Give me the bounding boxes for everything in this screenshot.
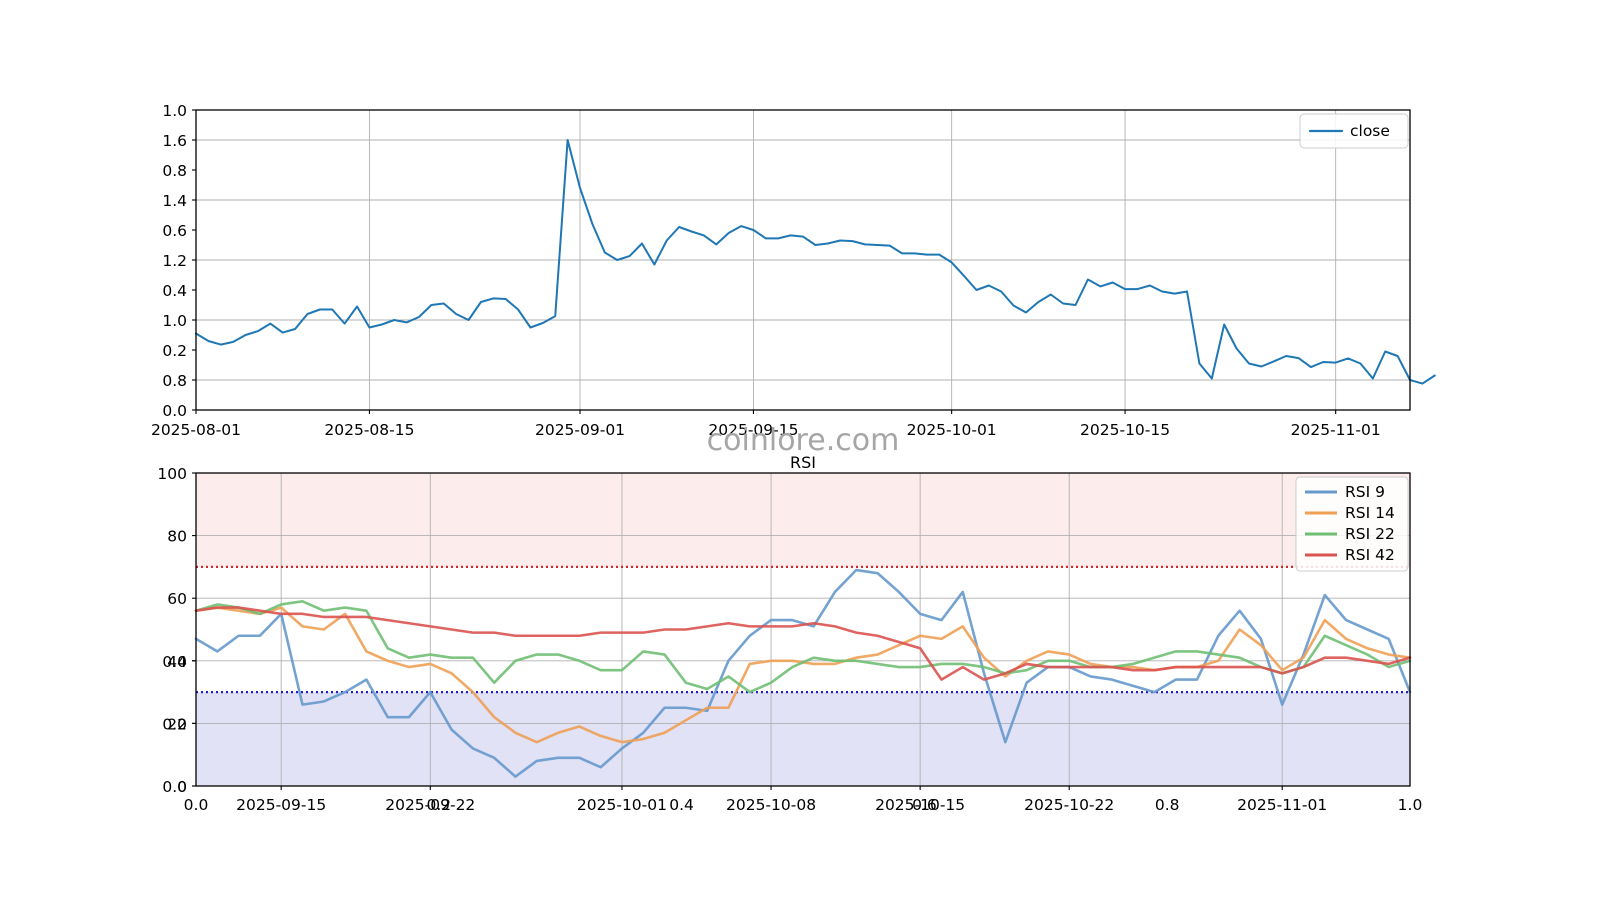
rsi-gridlines bbox=[196, 472, 1410, 787]
rsi-x-axis-overlay-ticks: 0.0 0.2 0.4 0.6 0.8 1.0 bbox=[184, 796, 1423, 814]
rsi-x-axis-ticks: 2025-09-15 2025-09-22 2025-10-01 2025-10-08… bbox=[236, 786, 1327, 814]
rsi-y-axis-overlay-ticks: 0.4 0.2 0.0 bbox=[162, 653, 196, 796]
rsi-legend-label-rsi-22: RSI 22 bbox=[1345, 525, 1395, 543]
price-y-overlay-tick-label: 0.0 bbox=[162, 402, 187, 420]
price-x-tick-label: 2025-08-01 bbox=[151, 421, 241, 439]
price-x-tick-label: 2025-08-15 bbox=[324, 421, 414, 439]
price-y-tick-label: 1.0 bbox=[162, 312, 187, 330]
price-y-overlay-tick-label: 0.6 bbox=[162, 222, 187, 240]
price-legend[interactable]: close bbox=[1299, 113, 1409, 149]
price-y-axis-overlay-ticks: 1.0 0.8 0.6 0.4 0.2 0.0 bbox=[162, 102, 196, 420]
rsi-line-rsi-42 bbox=[194, 606, 1412, 681]
price-x-tick-label: 2025-10-01 bbox=[907, 421, 997, 439]
rsi-y-tick-label: 40 bbox=[167, 653, 187, 671]
rsi-y-overlay-tick-label: 0.2 bbox=[162, 715, 187, 733]
rsi-x-overlay-tick-label: 0.6 bbox=[912, 796, 937, 814]
rsi-x-tick-label: 2025-11-01 bbox=[1237, 796, 1327, 814]
coinlore-watermark: coinlore.com bbox=[707, 423, 900, 458]
rsi-legend-box[interactable] bbox=[1295, 476, 1409, 572]
rsi-threshold-lines bbox=[196, 565, 1410, 694]
rsi-band-oversold bbox=[196, 692, 1410, 786]
rsi-x-tick-label: 2025-10-08 bbox=[726, 796, 816, 814]
rsi-y-tick-label: 0 bbox=[177, 778, 187, 796]
rsi-x-tick-label: 2025-09-22 bbox=[385, 796, 475, 814]
rsi-legend[interactable]: RSI 9 RSI 14 RSI 22 RSI 42 bbox=[1295, 476, 1409, 572]
rsi-y-overlay-tick-label: 0.0 bbox=[162, 778, 187, 796]
price-y-overlay-tick-label: 1.0 bbox=[162, 102, 187, 120]
price-y-tick-label: 1.2 bbox=[162, 252, 187, 270]
rsi-axes-rect bbox=[195, 472, 1411, 787]
rsi-x-tick-label: 2025-10-22 bbox=[1024, 796, 1114, 814]
rsi-line-rsi-9 bbox=[194, 568, 1412, 778]
rsi-x-overlay-tick-label: 0.2 bbox=[426, 796, 451, 814]
rsi-line-rsi-22 bbox=[194, 600, 1412, 694]
rsi-legend-label-rsi-9: RSI 9 bbox=[1345, 483, 1385, 501]
rsi-x-tick-label: 2025-10-15 bbox=[875, 796, 965, 814]
rsi-x-tick-label: 2025-09-15 bbox=[236, 796, 326, 814]
rsi-x-overlay-tick-label: 0.4 bbox=[669, 796, 694, 814]
price-y-tick-label: 1.4 bbox=[162, 192, 187, 210]
price-gridlines bbox=[195, 110, 1410, 410]
price-y-overlay-tick-label: 0.4 bbox=[162, 282, 187, 300]
rsi-y-overlay-tick-label: 0.4 bbox=[162, 653, 187, 671]
price-chart-panel: 1.6 1.4 1.2 1.0 0.8 1.0 0.8 0.6 0.4 0.2 0.0 2025-… bbox=[151, 102, 1436, 439]
price-x-tick-label: 2025-09-15 bbox=[708, 421, 798, 439]
rsi-y-axis-ticks: 100 80 60 40 20 0 bbox=[157, 465, 196, 796]
rsi-y-tick-label: 60 bbox=[167, 590, 187, 608]
price-y-overlay-tick-label: 0.8 bbox=[162, 162, 187, 180]
price-y-axis-ticks: 1.6 1.4 1.2 1.0 0.8 bbox=[162, 132, 196, 390]
price-x-tick-label: 2025-10-15 bbox=[1080, 421, 1170, 439]
price-x-tick-label: 2025-11-01 bbox=[1291, 421, 1381, 439]
rsi-series-group bbox=[194, 568, 1412, 778]
rsi-legend-label-rsi-14: RSI 14 bbox=[1345, 504, 1395, 522]
price-y-tick-label: 1.6 bbox=[162, 132, 187, 150]
rsi-legend-label-rsi-42: RSI 42 bbox=[1345, 546, 1395, 564]
price-series-group bbox=[195, 139, 1436, 385]
rsi-x-overlay-tick-label: 0.8 bbox=[1155, 796, 1180, 814]
price-x-axis-ticks: 2025-08-01 2025-08-15 2025-09-01 2025-09-15… bbox=[151, 410, 1381, 439]
price-y-tick-label: 0.8 bbox=[162, 372, 187, 390]
price-x-tick-label: 2025-09-01 bbox=[535, 421, 625, 439]
rsi-y-tick-label: 20 bbox=[167, 715, 187, 733]
price-line-close bbox=[195, 139, 1436, 385]
rsi-axes-frame bbox=[195, 472, 1411, 787]
rsi-y-tick-label: 100 bbox=[157, 465, 187, 483]
rsi-x-overlay-tick-label: 1.0 bbox=[1398, 796, 1423, 814]
rsi-band-overbought bbox=[196, 473, 1410, 567]
rsi-panel-title: RSI bbox=[790, 453, 816, 472]
rsi-y-tick-label: 80 bbox=[167, 528, 187, 546]
price-y-overlay-tick-label: 0.2 bbox=[162, 342, 187, 360]
rsi-x-overlay-tick-label: 0.0 bbox=[184, 796, 209, 814]
price-legend-box[interactable] bbox=[1299, 113, 1409, 149]
price-legend-label-close: close bbox=[1350, 122, 1390, 140]
rsi-x-tick-label: 2025-10-01 bbox=[577, 796, 667, 814]
rsi-threshold-bands bbox=[196, 473, 1410, 786]
